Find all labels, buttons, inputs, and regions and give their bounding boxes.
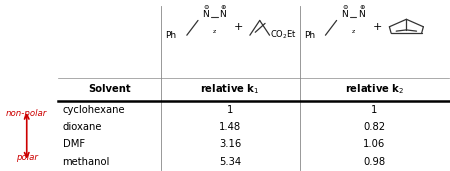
Text: $\overset{\ominus}{\mathrm{N}}$: $\overset{\ominus}{\mathrm{N}}$: [202, 4, 210, 21]
Text: Solvent: Solvent: [88, 84, 131, 94]
Text: 1.48: 1.48: [219, 122, 241, 132]
Text: Ph: Ph: [304, 31, 315, 40]
Text: 1: 1: [227, 105, 234, 115]
Text: 1.06: 1.06: [363, 139, 386, 149]
Text: $\overset{\oplus}{\mathrm{N}}$: $\overset{\oplus}{\mathrm{N}}$: [358, 4, 365, 21]
Text: 1: 1: [371, 105, 378, 115]
Text: relative k$_2$: relative k$_2$: [345, 83, 404, 96]
Text: polar: polar: [16, 154, 38, 162]
Text: relative k$_1$: relative k$_1$: [201, 83, 260, 96]
Text: non-polar: non-polar: [6, 109, 47, 118]
Text: +: +: [234, 22, 243, 32]
Text: 5.34: 5.34: [219, 157, 241, 167]
Text: 0.98: 0.98: [363, 157, 386, 167]
Text: z: z: [213, 29, 216, 34]
Text: cyclohexane: cyclohexane: [63, 105, 125, 115]
Text: Ph: Ph: [165, 31, 176, 40]
Text: z: z: [351, 29, 355, 34]
Text: DMF: DMF: [63, 139, 85, 149]
Text: methanol: methanol: [63, 157, 110, 167]
Text: +: +: [373, 22, 382, 32]
Text: $\overset{\oplus}{\mathrm{N}}$: $\overset{\oplus}{\mathrm{N}}$: [219, 4, 227, 21]
Text: 3.16: 3.16: [219, 139, 241, 149]
Text: 0.82: 0.82: [363, 122, 386, 132]
Text: CO$_2$Et: CO$_2$Et: [270, 29, 297, 42]
Text: $\overset{\ominus}{\mathrm{N}}$: $\overset{\ominus}{\mathrm{N}}$: [341, 4, 349, 21]
Text: dioxane: dioxane: [63, 122, 102, 132]
